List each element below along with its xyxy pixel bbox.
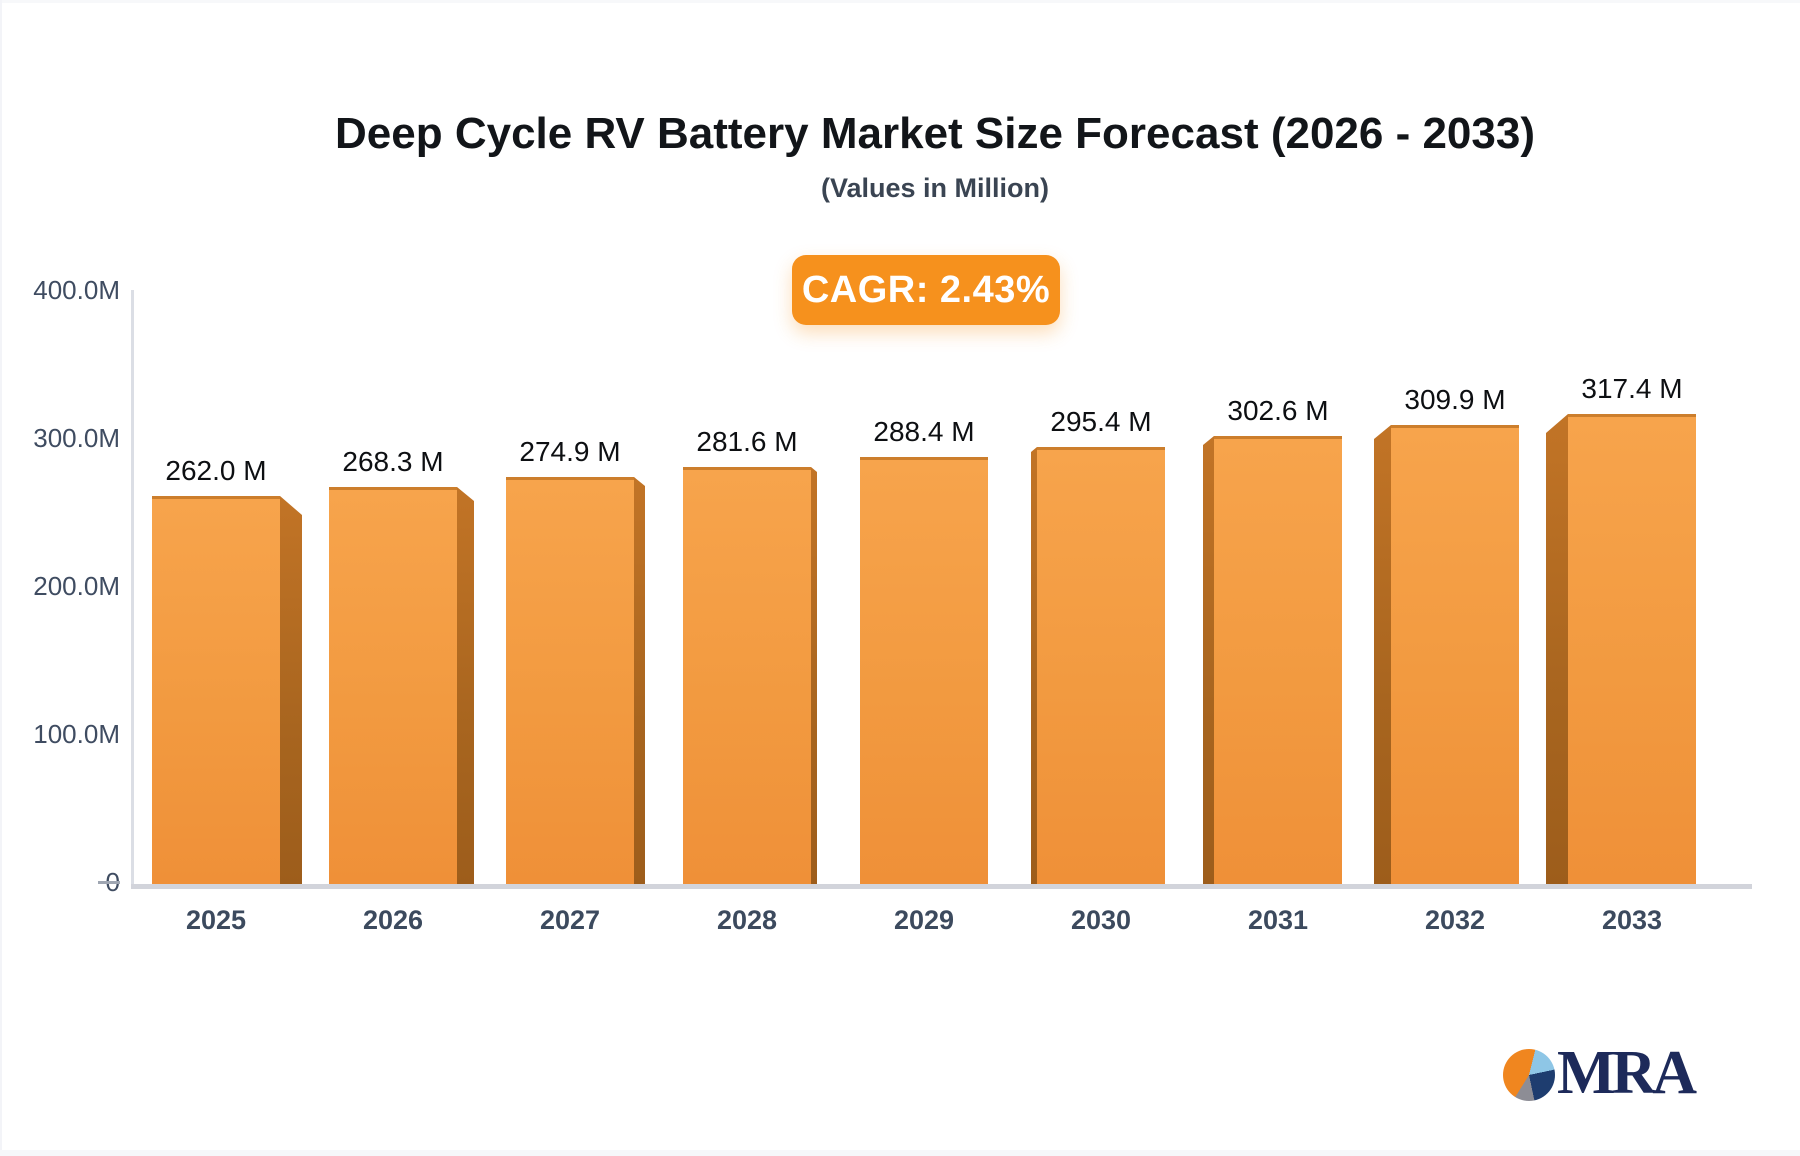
x-tick-label: 2032 xyxy=(1424,905,1486,935)
zero-tick-mark xyxy=(98,881,120,884)
bar-value-label: 268.3 M xyxy=(342,446,444,477)
brand-logo: MRA xyxy=(1503,1036,1697,1107)
bar-side[interactable] xyxy=(1374,425,1391,884)
bar-front[interactable] xyxy=(1391,425,1519,884)
x-tick-label: 2030 xyxy=(1070,905,1132,935)
bar-side[interactable] xyxy=(1031,447,1037,884)
bar-front[interactable] xyxy=(860,457,988,884)
bar-side[interactable] xyxy=(457,487,474,884)
x-tick-label: 2028 xyxy=(716,905,778,935)
y-tick-label: 200.0M xyxy=(33,571,120,601)
chart-subtitle: (Values in Million) xyxy=(820,173,1050,203)
x-tick-label: 2026 xyxy=(362,905,424,935)
bar-front[interactable] xyxy=(506,477,634,884)
bar-side[interactable] xyxy=(811,467,817,884)
bar-value-label: 274.9 M xyxy=(519,436,621,467)
bar-side[interactable] xyxy=(1546,414,1568,884)
bar-value-label: 281.6 M xyxy=(696,426,798,457)
x-tick-label: 2033 xyxy=(1601,905,1663,935)
x-axis-line xyxy=(131,884,1752,889)
bar-side[interactable] xyxy=(280,496,302,884)
bar-front[interactable] xyxy=(1214,436,1342,884)
bar-front[interactable] xyxy=(1037,447,1165,884)
bar-value-label: 288.4 M xyxy=(873,416,975,447)
bar-value-label: 302.6 M xyxy=(1227,395,1329,426)
cagr-badge-label: CAGR: 2.43% xyxy=(801,268,1051,311)
x-tick-label: 2029 xyxy=(893,905,955,935)
y-tick-label: 300.0M xyxy=(33,423,120,453)
page-edge-bottom xyxy=(0,1150,1800,1156)
x-tick-label: 2025 xyxy=(185,905,247,935)
cagr-badge: CAGR: 2.43% xyxy=(792,255,1060,325)
x-tick-label: 2027 xyxy=(539,905,601,935)
bar-front[interactable] xyxy=(683,467,811,884)
bar-value-label: 317.4 M xyxy=(1581,373,1683,404)
pie-chart-icon xyxy=(1503,1049,1555,1101)
bar-front[interactable] xyxy=(1568,414,1696,884)
bar-value-label: 309.9 M xyxy=(1404,384,1506,415)
chart-title: Deep Cycle RV Battery Market Size Foreca… xyxy=(335,109,1535,158)
brand-wordmark: MRA xyxy=(1557,1039,1697,1107)
bar-front[interactable] xyxy=(152,496,280,884)
page-edge-left xyxy=(0,0,2,1156)
bar-value-label: 262.0 M xyxy=(165,455,267,486)
page-edge-top xyxy=(0,0,1800,3)
y-tick-label: 400.0M xyxy=(33,275,120,305)
bar-value-label: 295.4 M xyxy=(1050,406,1152,437)
bar-side[interactable] xyxy=(634,477,645,884)
bar-front[interactable] xyxy=(329,487,457,884)
y-tick-label: 100.0M xyxy=(33,719,120,749)
y-axis-line xyxy=(131,290,134,884)
bar-side[interactable] xyxy=(1203,436,1214,884)
x-tick-label: 2031 xyxy=(1247,905,1309,935)
